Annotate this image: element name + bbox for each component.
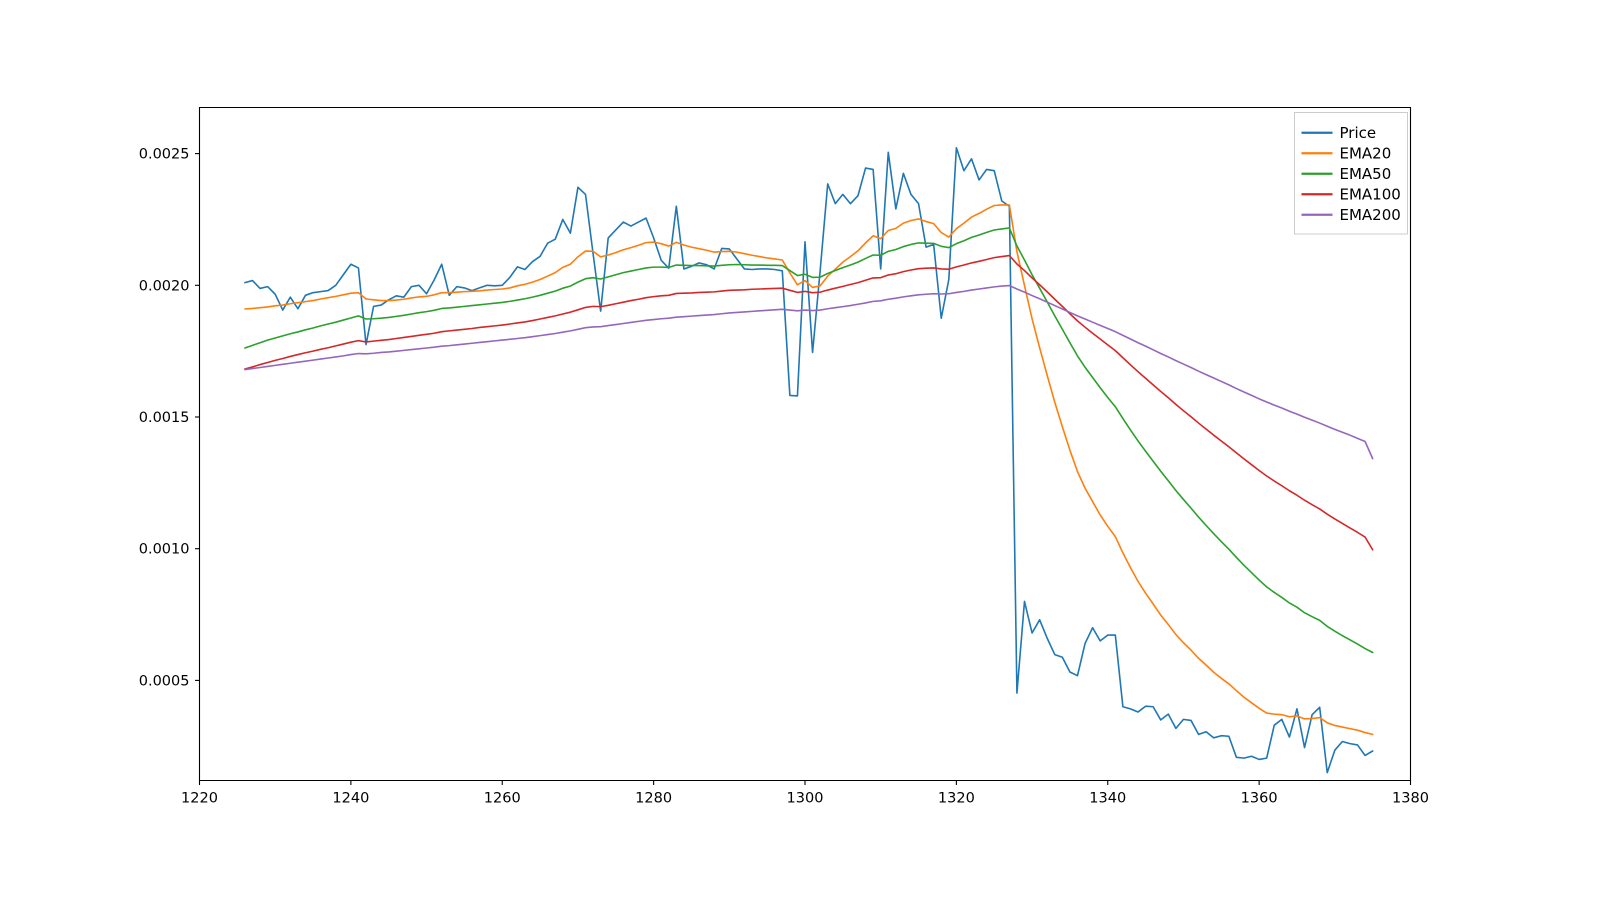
chart-legend[interactable]: Price EMA20 EMA50 EMA100 EMA200 [1294, 112, 1408, 235]
x-tick-label: 1220 [181, 791, 218, 807]
series-line-ema100 [244, 254, 1374, 551]
series-line-ema200 [244, 284, 1374, 460]
x-axis-ticks: 1220 1240 1260 1280 1300 1320 1340 1360 1380 [181, 780, 1429, 807]
series-group [244, 147, 1374, 774]
y-tick-label: 0.0015 [139, 410, 190, 426]
series-line-ema50 [244, 227, 1374, 654]
y-tick-label: 0.0020 [139, 278, 190, 294]
y-tick-label: 0.0010 [139, 542, 190, 558]
x-tick-label: 1240 [332, 791, 369, 807]
legend-label-ema100: EMA100 [1340, 185, 1401, 203]
x-tick-label: 1300 [787, 791, 824, 807]
y-axis-ticks: 0.0005 0.0010 0.0015 0.0020 0.0025 [139, 147, 200, 689]
x-tick-label: 1260 [484, 791, 521, 807]
legend-label-ema200: EMA200 [1340, 206, 1401, 224]
x-tick-label: 1360 [1241, 791, 1278, 807]
plot-area [199, 107, 1411, 781]
x-tick-label: 1280 [635, 791, 672, 807]
series-line-price [244, 147, 1374, 774]
series-line-ema20 [244, 204, 1374, 736]
y-tick-label: 0.0025 [139, 147, 190, 163]
legend-label-price: Price [1340, 124, 1377, 142]
x-tick-label: 1380 [1392, 791, 1429, 807]
y-tick-label: 0.0005 [139, 673, 190, 689]
legend-label-ema50: EMA50 [1340, 165, 1392, 183]
x-tick-label: 1320 [938, 791, 975, 807]
legend-label-ema20: EMA20 [1340, 144, 1392, 162]
x-tick-label: 1340 [1089, 791, 1126, 807]
axes-background [199, 107, 1411, 781]
